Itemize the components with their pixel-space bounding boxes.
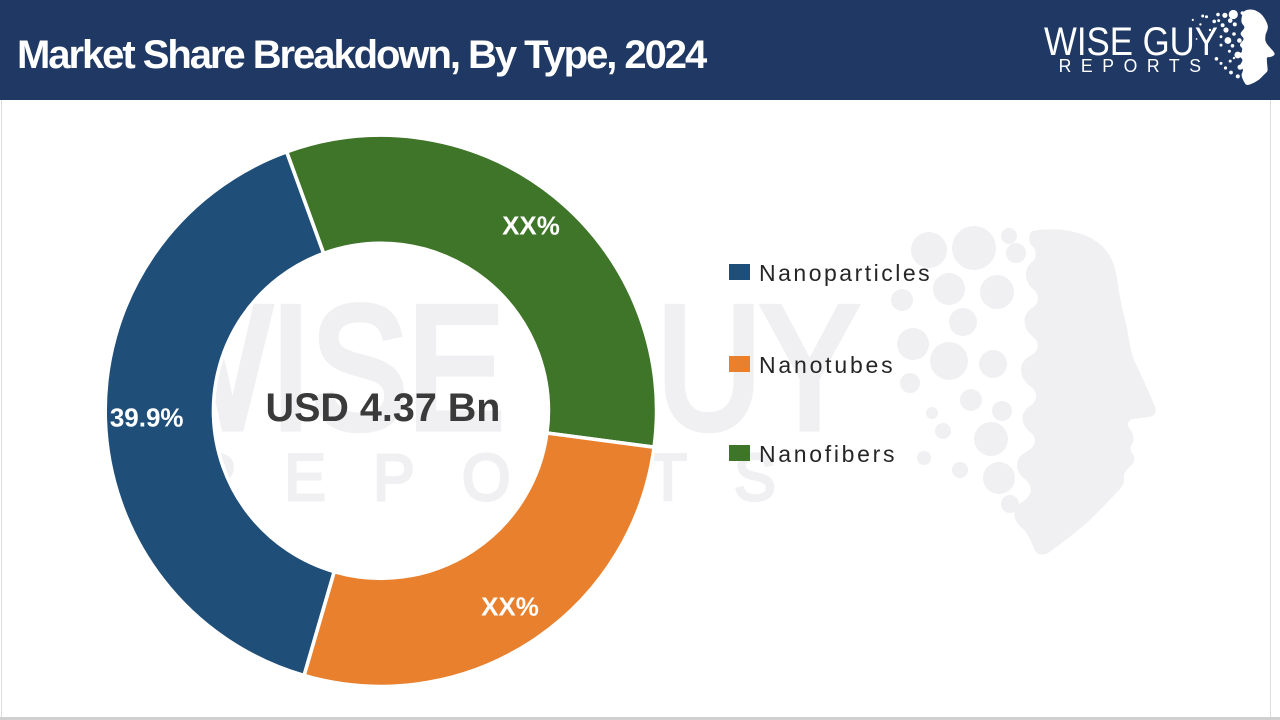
svg-text:WISE GUY: WISE GUY [1044, 20, 1218, 64]
svg-text:REPORTS: REPORTS [1059, 55, 1211, 76]
svg-text:REPORTS: REPORTS [192, 440, 823, 514]
